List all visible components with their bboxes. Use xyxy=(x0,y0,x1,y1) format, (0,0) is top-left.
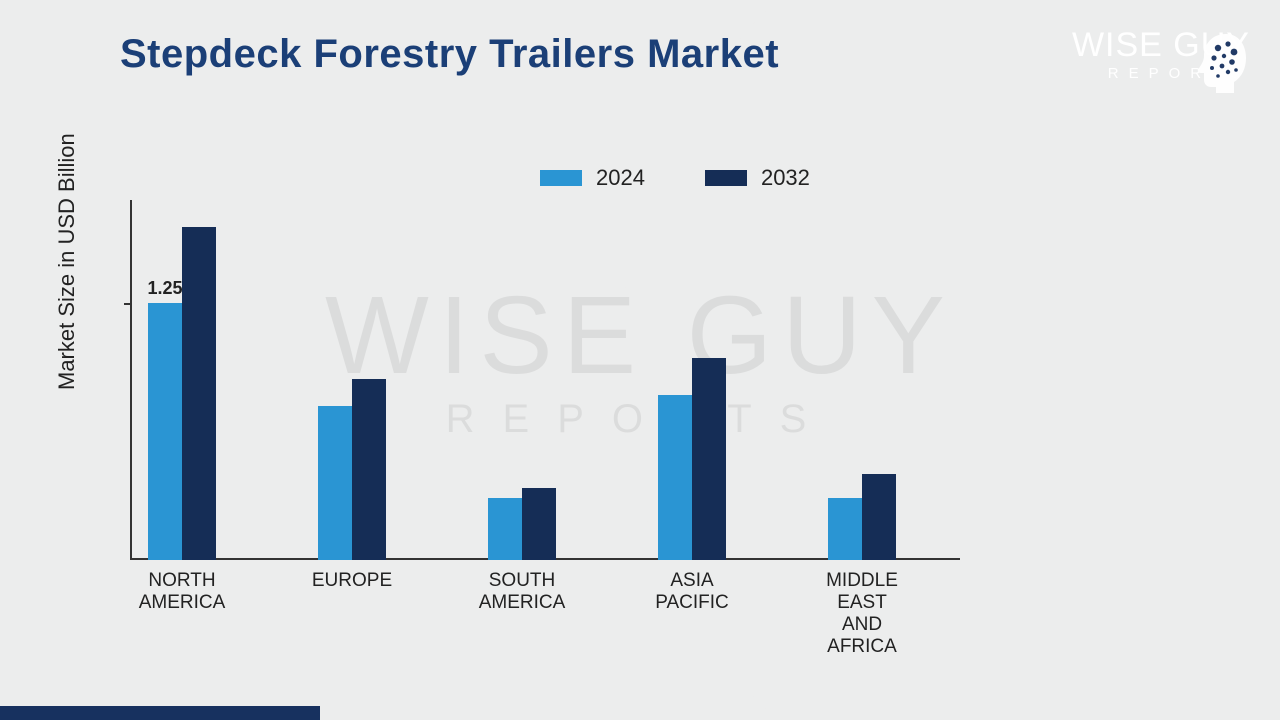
bar-series-b xyxy=(522,488,556,560)
footer-accent-bar xyxy=(0,706,320,720)
bar-group: NORTHAMERICA xyxy=(148,227,216,560)
legend: 2024 2032 xyxy=(540,165,810,191)
category-label: SOUTHAMERICA xyxy=(452,570,592,614)
bar-series-b xyxy=(862,474,896,560)
legend-swatch-2032 xyxy=(705,170,747,186)
brand-logo: WISE GUY REPORTS xyxy=(1072,28,1250,81)
category-label: MIDDLEEASTANDAFRICA xyxy=(792,570,932,657)
bar-series-a xyxy=(828,498,862,560)
legend-label-2024: 2024 xyxy=(596,165,645,191)
category-label: ASIAPACIFIC xyxy=(622,570,762,614)
bar-series-b xyxy=(352,379,386,560)
legend-swatch-2024 xyxy=(540,170,582,186)
y-axis-line xyxy=(130,200,132,560)
bar-group: SOUTHAMERICA xyxy=(488,488,556,560)
bar-series-a xyxy=(658,395,692,560)
right-brand-band xyxy=(960,0,1280,720)
brain-head-icon xyxy=(1194,32,1250,94)
bar-group: EUROPE xyxy=(318,379,386,560)
bar-series-a xyxy=(318,406,352,560)
bar-series-b xyxy=(692,358,726,560)
legend-item-2024: 2024 xyxy=(540,165,645,191)
bar-group: ASIAPACIFIC xyxy=(658,358,726,560)
y-tick xyxy=(124,303,130,305)
category-label: NORTHAMERICA xyxy=(112,570,252,614)
legend-label-2032: 2032 xyxy=(761,165,810,191)
chart-title: Stepdeck Forestry Trailers Market xyxy=(120,32,779,77)
bar-series-b xyxy=(182,227,216,560)
bar-group: MIDDLEEASTANDAFRICA xyxy=(828,474,896,560)
y-axis-label: Market Size in USD Billion xyxy=(54,133,80,390)
chart-plot-area: NORTHAMERICA1.25 EUROPE SOUTHAMERICA ASIAPA… xyxy=(130,200,960,560)
bar-series-a xyxy=(148,303,182,560)
bar-value-label: 1.25 xyxy=(147,278,182,299)
bar-series-a xyxy=(488,498,522,560)
legend-item-2032: 2032 xyxy=(705,165,810,191)
category-label: EUROPE xyxy=(282,570,422,592)
